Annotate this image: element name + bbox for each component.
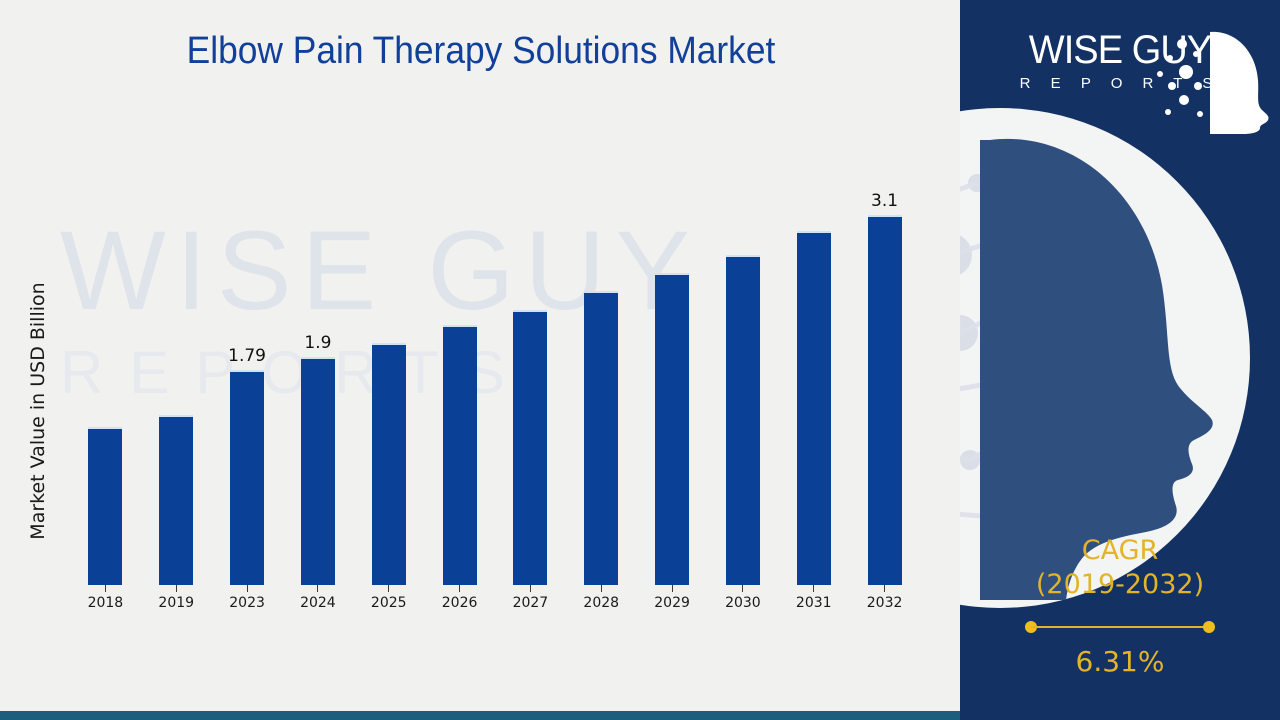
cagr-value: 6.31%	[1075, 645, 1165, 678]
bar-column	[566, 150, 636, 585]
cagr-divider	[1025, 621, 1215, 633]
page-title: Elbow Pain Therapy Solutions Market	[186, 30, 776, 72]
x-tick-2031: 2031	[779, 585, 849, 611]
bar-value-label-2023: 1.79	[228, 346, 266, 367]
bar-column	[495, 150, 565, 585]
bar-column	[70, 150, 140, 585]
logo-head-dots-icon	[1157, 31, 1269, 135]
tick-label: 2027	[512, 595, 549, 611]
tick-label: 2026	[441, 595, 478, 611]
tick-mark	[742, 585, 744, 592]
bar-value-label-2032: 3.1	[871, 190, 899, 211]
tick-mark	[246, 585, 248, 592]
tick-mark	[529, 585, 531, 592]
logo-wordmark: WISE GUY	[1028, 28, 1212, 72]
x-tick-2026: 2026	[425, 585, 495, 611]
bar-2029	[655, 272, 690, 585]
bar-column: 3.1	[850, 150, 920, 585]
bar-2032	[867, 214, 902, 585]
x-tick-2032: 2032	[850, 585, 920, 611]
cagr-block: CAGR (2019-2032) 6.31%	[960, 534, 1280, 678]
cagr-title: CAGR	[1081, 534, 1159, 566]
divider-line	[1031, 626, 1209, 628]
tick-mark	[175, 585, 177, 592]
x-tick-2027: 2027	[495, 585, 565, 611]
x-tick-2019: 2019	[141, 585, 211, 611]
bar-column	[354, 150, 424, 585]
logo-subtext: R E P O R T S	[1019, 75, 1221, 92]
bar-2018	[88, 427, 123, 585]
tick-mark	[317, 585, 319, 592]
chart-panel: Elbow Pain Therapy Solutions Market WISE…	[0, 30, 962, 720]
tick-mark	[459, 585, 461, 592]
bar-column	[141, 150, 211, 585]
x-axis: 2018 2019 2023 2024 2025 2026 2027 2028 2029 2030…	[70, 585, 920, 625]
tick-label: 2024	[300, 595, 336, 611]
bottom-strip	[0, 711, 962, 720]
plot-area: 1.79 1.9 3.1	[70, 150, 920, 585]
bar-2030	[725, 254, 760, 585]
brand-logo: WISE GUY R E P O R T S	[960, 28, 1280, 135]
tick-mark	[813, 585, 815, 592]
bar-value-label-2024: 1.9	[304, 333, 332, 354]
x-tick-2029: 2029	[637, 585, 707, 611]
divider-dot-right	[1203, 621, 1215, 633]
x-tick-2030: 2030	[708, 585, 778, 611]
tick-mark	[884, 585, 886, 592]
tick-mark	[671, 585, 673, 592]
brand-panel: WISE GUY R E P O R T S CAG	[960, 0, 1280, 720]
bar-column	[708, 150, 778, 585]
bar-column	[637, 150, 707, 585]
tick-label: 2019	[158, 595, 195, 611]
x-tick-2024: 2024	[283, 585, 353, 611]
y-axis-label: Market Value in USD Billion	[27, 282, 49, 540]
tick-mark	[104, 585, 106, 592]
bar-2031	[796, 231, 831, 585]
tick-label: 2023	[229, 595, 265, 611]
bar-2026	[442, 325, 477, 585]
x-tick-2025: 2025	[354, 585, 424, 611]
bar-2024	[300, 357, 335, 585]
bar-2023	[230, 370, 265, 585]
x-tick-2028: 2028	[566, 585, 636, 611]
tick-label: 2032	[866, 595, 903, 611]
bar-2028	[584, 290, 619, 585]
tick-label: 2028	[583, 595, 620, 611]
bar-column: 1.79	[212, 150, 282, 585]
bar-column	[779, 150, 849, 585]
bar-2027	[513, 309, 548, 585]
bar-2019	[159, 415, 194, 585]
x-tick-2018: 2018	[70, 585, 140, 611]
tick-mark	[600, 585, 602, 592]
bar-column: 1.9	[283, 150, 353, 585]
bar-2025	[371, 342, 406, 585]
x-tick-2023: 2023	[212, 585, 282, 611]
tick-mark	[388, 585, 390, 592]
tick-label: 2018	[87, 595, 124, 611]
cagr-range: (2019-2032)	[1035, 569, 1205, 601]
profile-head-silhouette-icon	[980, 138, 1213, 600]
tick-label: 2025	[370, 595, 407, 611]
tick-label: 2029	[654, 595, 690, 611]
tick-label: 2030	[725, 595, 761, 611]
bar-column	[425, 150, 495, 585]
tick-label: 2031	[795, 595, 832, 611]
